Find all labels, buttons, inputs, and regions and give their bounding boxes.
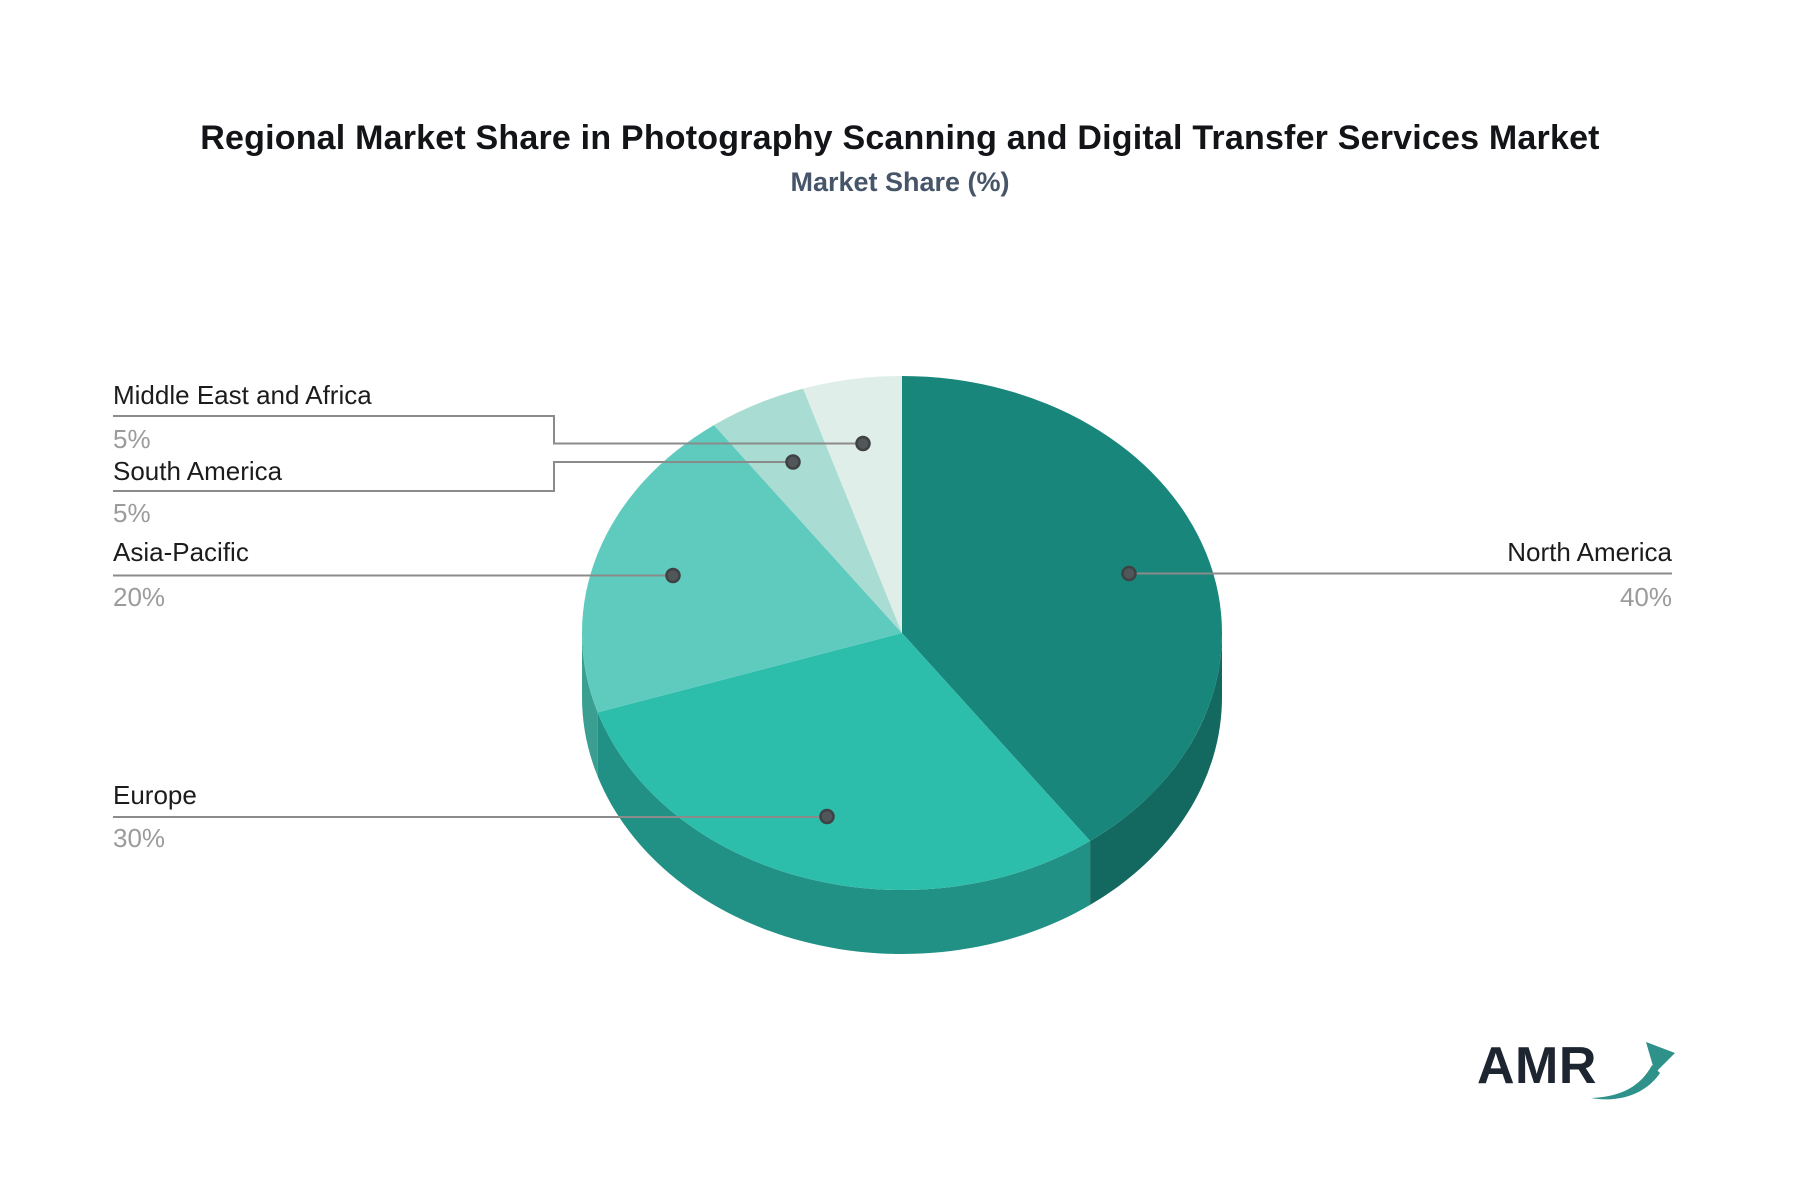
- amr-logo: AMR: [1477, 1036, 1675, 1106]
- leader-dot-europe: [819, 808, 835, 825]
- pct-middle-east-and-africa: 5%: [113, 424, 151, 454]
- pie-slice-side-asia-pacific: [582, 633, 598, 777]
- leader-dot-south-america: [785, 454, 801, 470]
- leader-line-south-america: [113, 461, 787, 492]
- pie-slice-middle-east-and-africa: [803, 376, 902, 633]
- pie-slice-side-north-america: [1090, 633, 1222, 905]
- label-north-america: North America: [1507, 537, 1672, 567]
- pie-slice-side-europe: [597, 712, 1091, 955]
- pie-slice-north-america: [902, 376, 1223, 841]
- leader-dot-asia-pacific: [665, 567, 681, 584]
- chart-title: Regional Market Share in Photography Sca…: [200, 119, 1600, 157]
- pie-slice-europe: [597, 633, 1091, 891]
- amr-logo-text: AMR: [1477, 1037, 1597, 1095]
- pie-slice-south-america: [713, 388, 902, 633]
- pct-asia-pacific: 20%: [113, 582, 166, 612]
- pie-slice-asia-pacific: [581, 425, 902, 713]
- trend-arrow-icon: [1591, 1042, 1675, 1100]
- pie-slices: [581, 376, 1223, 955]
- label-europe: Europe: [113, 780, 197, 810]
- leader-dot-middle-east-and-africa: [855, 435, 871, 452]
- pct-europe: 30%: [113, 823, 166, 853]
- pct-south-america: 5%: [113, 498, 151, 528]
- leader-dot-north-america: [1121, 565, 1137, 582]
- chart-subtitle: Market Share (%): [790, 167, 1010, 197]
- leader-lines: [113, 415, 1672, 818]
- label-middle-east-and-africa: Middle East and Africa: [113, 380, 372, 410]
- label-south-america: South America: [113, 456, 283, 486]
- leader-line-middle-east-and-africa: [113, 415, 857, 445]
- pct-north-america: 40%: [1619, 582, 1672, 612]
- leader-dots: [665, 435, 1137, 825]
- label-asia-pacific: Asia-Pacific: [113, 537, 249, 567]
